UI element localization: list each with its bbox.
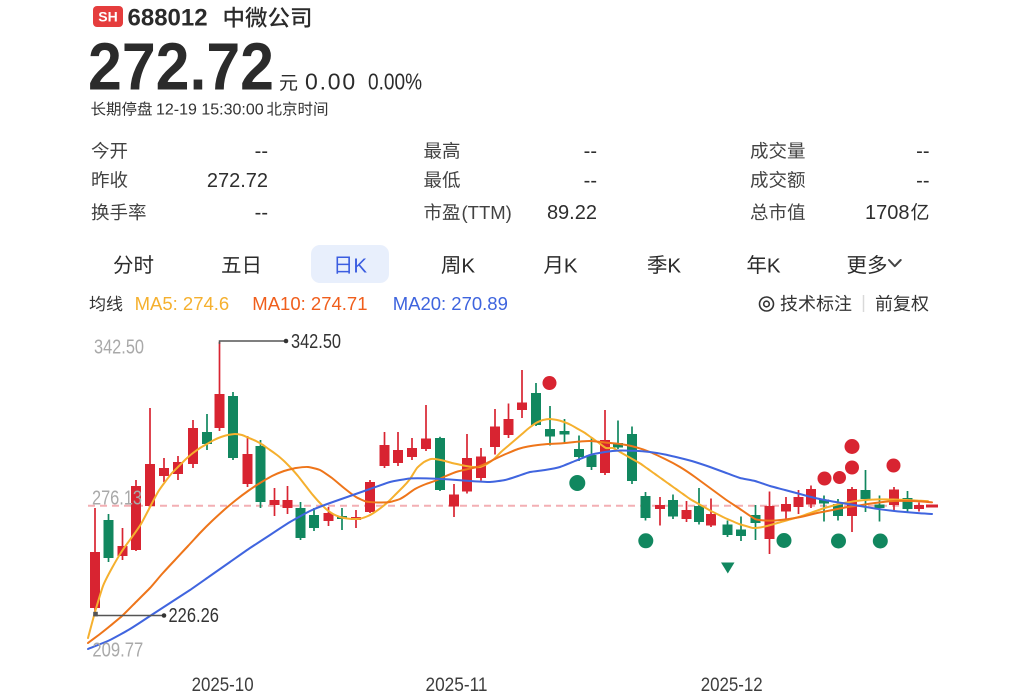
svg-text:0.00%: 0.00% (368, 69, 422, 95)
svg-text:K: K (767, 254, 781, 277)
svg-text:K: K (564, 254, 578, 277)
svg-text:--: -- (584, 141, 597, 163)
svg-text:89.22: 89.22 (547, 202, 597, 224)
svg-text:342.50: 342.50 (291, 331, 341, 353)
svg-text:K: K (461, 254, 475, 277)
svg-text:272.72: 272.72 (207, 170, 268, 192)
svg-text:209.77: 209.77 (92, 640, 143, 662)
svg-text:2025-10: 2025-10 (192, 675, 254, 696)
svg-text:(TTM): (TTM) (462, 202, 512, 223)
svg-text:2025-12: 2025-12 (701, 675, 763, 696)
svg-text:2025-11: 2025-11 (426, 675, 488, 696)
svg-text:K: K (353, 254, 367, 277)
svg-text:--: -- (916, 141, 929, 163)
svg-text:12-19 15:30:00: 12-19 15:30:00 (156, 101, 264, 118)
svg-text:272.72: 272.72 (88, 30, 274, 105)
svg-text:MA5: 274.6: MA5: 274.6 (135, 293, 230, 314)
svg-text:SH: SH (98, 8, 117, 24)
svg-text:--: -- (916, 170, 929, 192)
svg-text:342.50: 342.50 (94, 337, 144, 359)
svg-text:226.26: 226.26 (169, 605, 219, 627)
svg-text:--: -- (584, 170, 597, 192)
svg-text:276.13: 276.13 (92, 488, 142, 510)
svg-text:MA20: 270.89: MA20: 270.89 (393, 293, 508, 314)
svg-text:1708: 1708 (865, 202, 910, 224)
svg-text:0.00: 0.00 (305, 69, 357, 95)
svg-text:K: K (667, 254, 681, 277)
svg-text:--: -- (255, 202, 268, 224)
svg-text:--: -- (255, 141, 268, 163)
svg-text:688012: 688012 (128, 5, 208, 32)
svg-text:MA10: 274.71: MA10: 274.71 (252, 293, 367, 314)
